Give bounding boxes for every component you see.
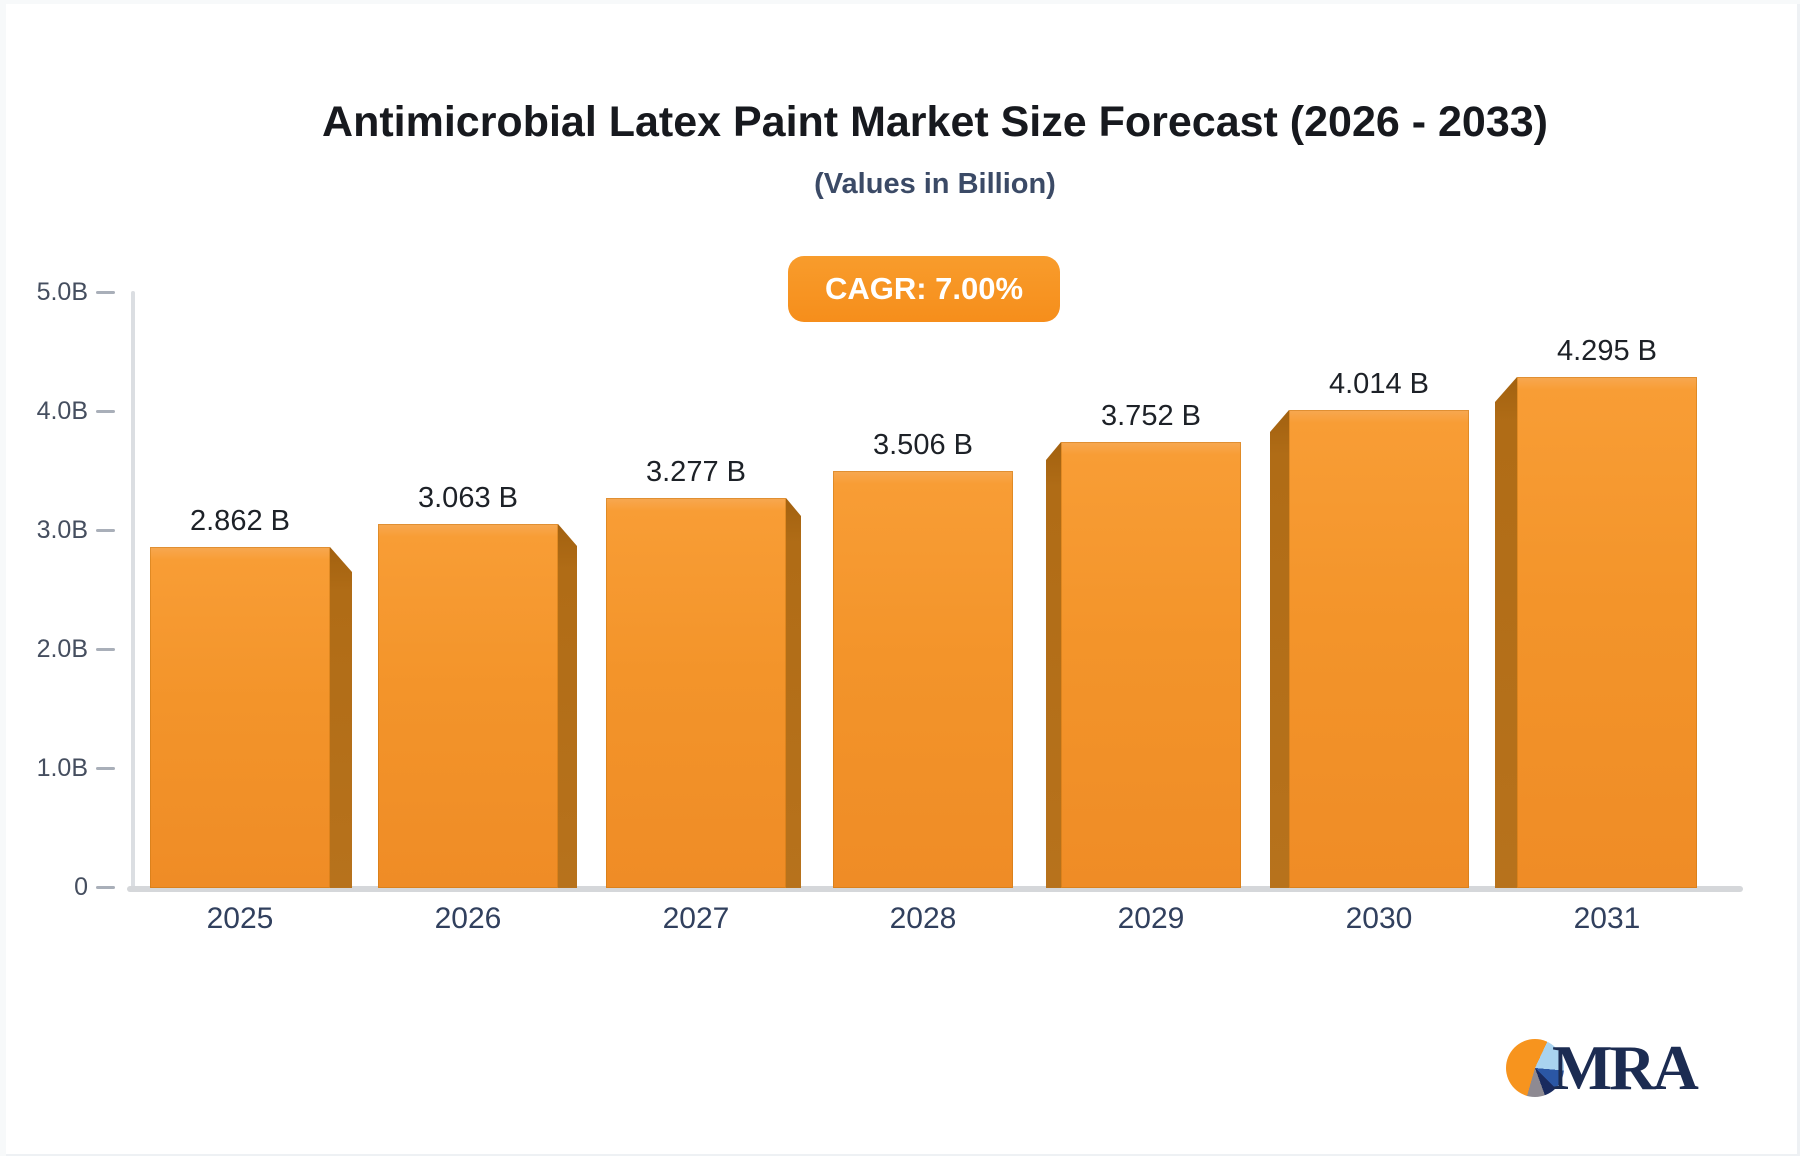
y-axis-label: 0 [74,873,88,901]
x-axis-label: 2028 [889,902,957,935]
y-axis-label: 3.0B [36,516,88,544]
x-axis-line [127,886,1743,892]
bar-2025-side-face [330,547,352,888]
bar-value-label: 3.063 B [418,482,518,514]
y-axis-line [131,291,135,892]
bar-value-label: 4.014 B [1329,368,1429,400]
y-axis-tick [96,886,115,889]
y-axis-tick [96,529,115,532]
x-axis-label: 2031 [1573,902,1641,935]
bar-value-label: 3.277 B [646,456,746,488]
bar-2029-side-face [1046,442,1061,888]
bar-2030[interactable] [1289,410,1469,888]
y-axis-tick [96,648,115,651]
y-axis-tick [96,291,115,294]
bar-value-label: 3.752 B [1101,400,1201,432]
bar-2027-side-face [786,498,801,888]
y-axis-label: 1.0B [36,754,88,782]
logo-text: MRA [1552,1032,1699,1103]
bar-2026[interactable] [378,524,558,888]
bar-2029[interactable] [1061,442,1241,888]
chart-title: Antimicrobial Latex Paint Market Size Fo… [322,98,1548,146]
logo: MRA [1506,1032,1699,1104]
bar-2031-side-face [1495,377,1517,888]
x-axis-label: 2027 [662,902,730,935]
bar-2031[interactable] [1517,377,1697,888]
bar-value-label: 4.295 B [1557,335,1657,367]
y-axis-label: 2.0B [36,635,88,663]
pie-chart-logo-icon [1506,1039,1564,1097]
bar-2027[interactable] [606,498,786,888]
bar-2025[interactable] [150,547,330,888]
bar-value-label: 2.862 B [190,505,290,537]
cagr-badge: CAGR: 7.00% [788,256,1060,322]
x-axis-label: 2025 [206,902,274,935]
y-axis-label: 4.0B [36,397,88,425]
bar-2026-side-face [558,524,577,888]
bar-2030-side-face [1270,410,1289,888]
bar-value-label: 3.506 B [873,429,973,461]
y-axis-label: 5.0B [36,278,88,306]
x-axis-label: 2030 [1345,902,1413,935]
y-axis-tick [96,767,115,770]
y-axis-tick [96,410,115,413]
x-axis-label: 2029 [1117,902,1185,935]
chart-subtitle: (Values in Billion) [814,168,1056,200]
x-axis-label: 2026 [434,902,502,935]
bar-2028[interactable] [833,471,1013,888]
